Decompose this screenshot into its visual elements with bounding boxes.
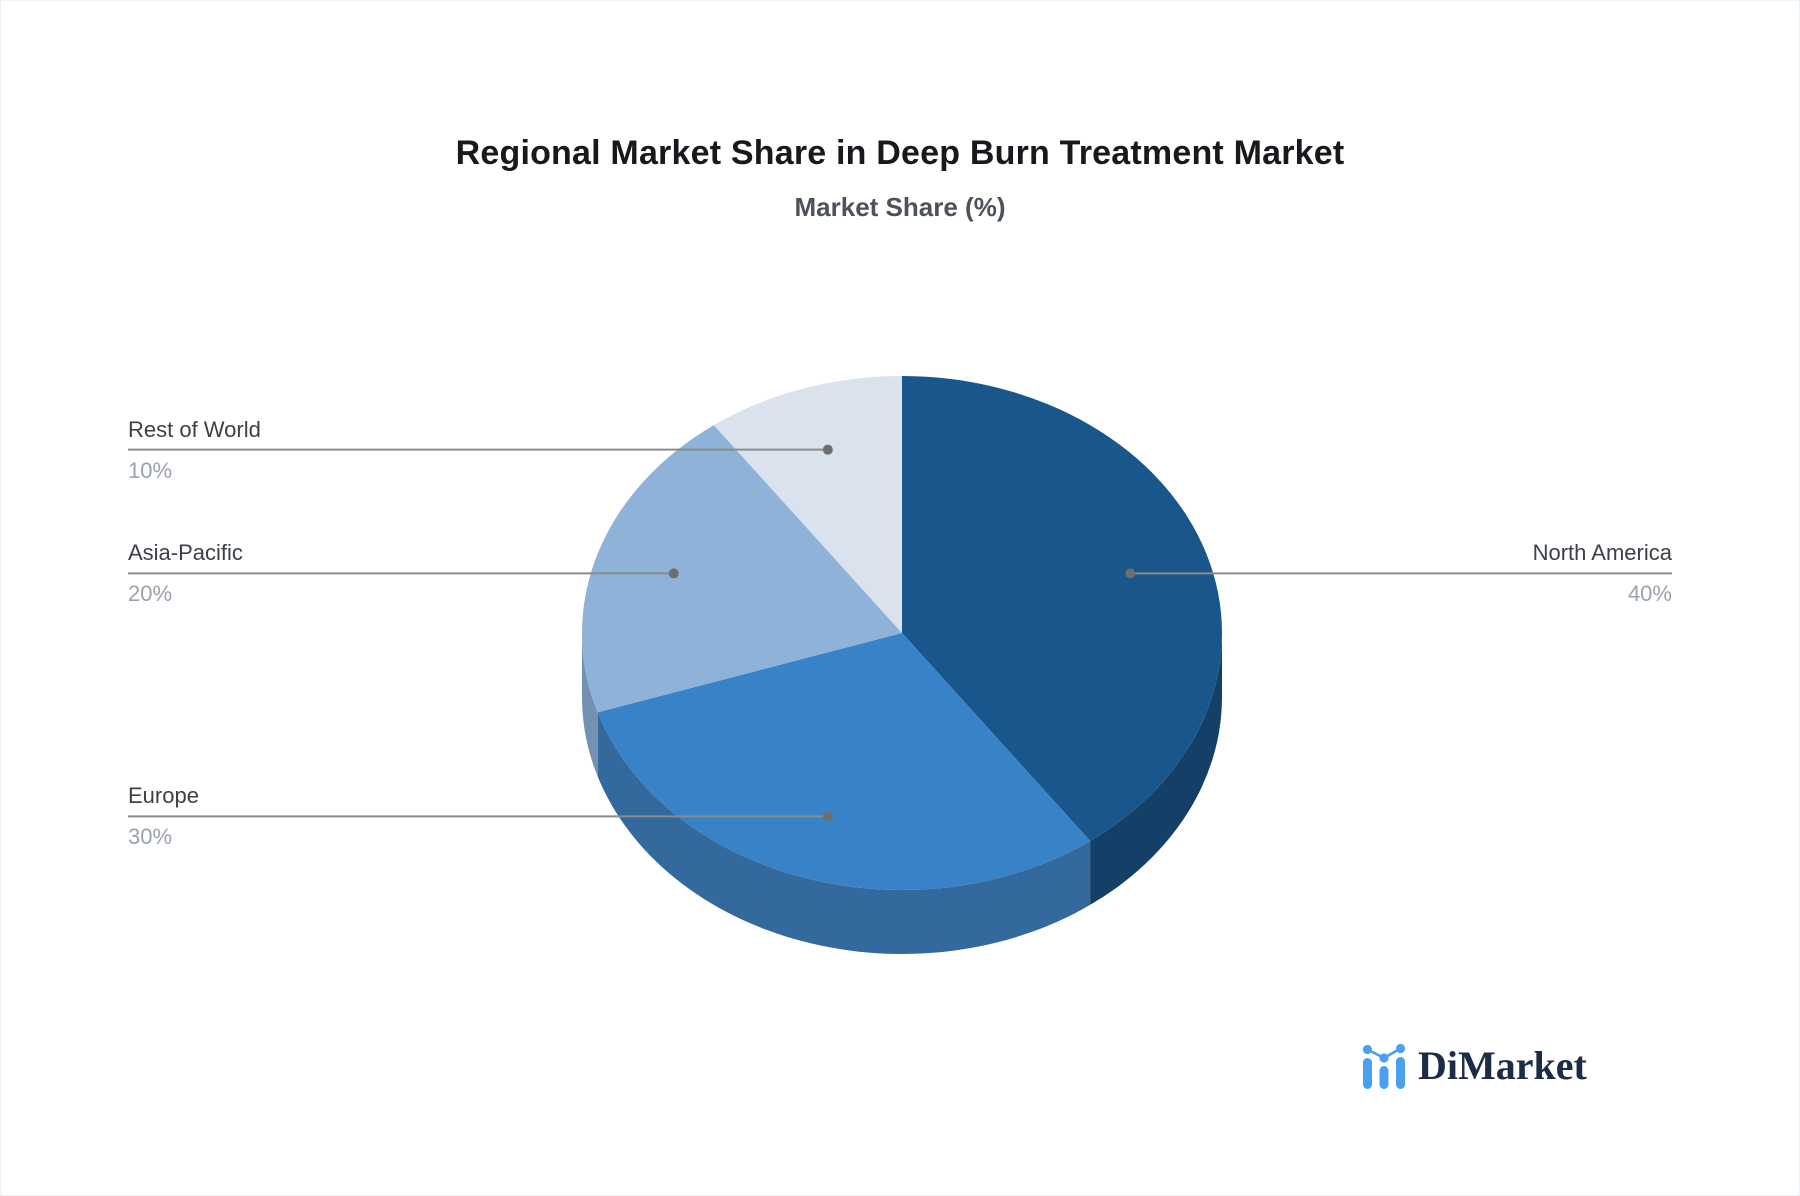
pie-slice-asia-pacific-side[interactable]: [582, 633, 598, 777]
pie-slice-europe[interactable]: [597, 633, 1091, 890]
dimarket-logo-icon: [1362, 1043, 1406, 1089]
slice-label-north-america: North America 40%: [1130, 540, 1672, 606]
pie-slice-rest-of-world[interactable]: [713, 376, 902, 633]
leader-dot-rest-of-world: [822, 444, 833, 455]
slice-label-europe: Europe 30%: [128, 783, 828, 849]
slice-label-value: 40%: [1627, 581, 1672, 607]
slice-label-name: North America: [1532, 540, 1672, 566]
pie-depth-faces: [582, 633, 1222, 954]
slice-label-asia-pacific: Asia-Pacific 20%: [128, 540, 674, 606]
pie-top-faces: [582, 376, 1222, 890]
pie-slice-north-america-side[interactable]: [1090, 633, 1222, 905]
slice-label-value: 30%: [128, 824, 173, 850]
leader-dot-north-america: [1125, 568, 1136, 579]
slice-label-name: Europe: [128, 783, 199, 809]
leader-dot-asia-pacific: [668, 568, 679, 579]
dimarket-logo: DiMarket: [1360, 1038, 1587, 1094]
pie-slice-asia-pacific[interactable]: [582, 425, 902, 713]
pie-slice-north-america[interactable]: [902, 376, 1222, 841]
leader-lines: [128, 444, 1672, 822]
slice-label-rest-of-world: Rest of World 10%: [128, 416, 828, 482]
slice-label-name: Rest of World: [128, 416, 261, 442]
dimarket-logo-text: DiMarket: [1418, 1043, 1587, 1088]
slice-label-value: 10%: [128, 457, 173, 483]
slice-label-name: Asia-Pacific: [128, 540, 243, 566]
chart-title: Regional Market Share in Deep Burn Treat…: [455, 134, 1345, 172]
chart-subtitle: Market Share (%): [794, 192, 1006, 222]
pie-slice-europe-side[interactable]: [597, 712, 1091, 954]
leader-dot-europe: [822, 811, 833, 822]
slice-label-value: 20%: [128, 581, 173, 607]
